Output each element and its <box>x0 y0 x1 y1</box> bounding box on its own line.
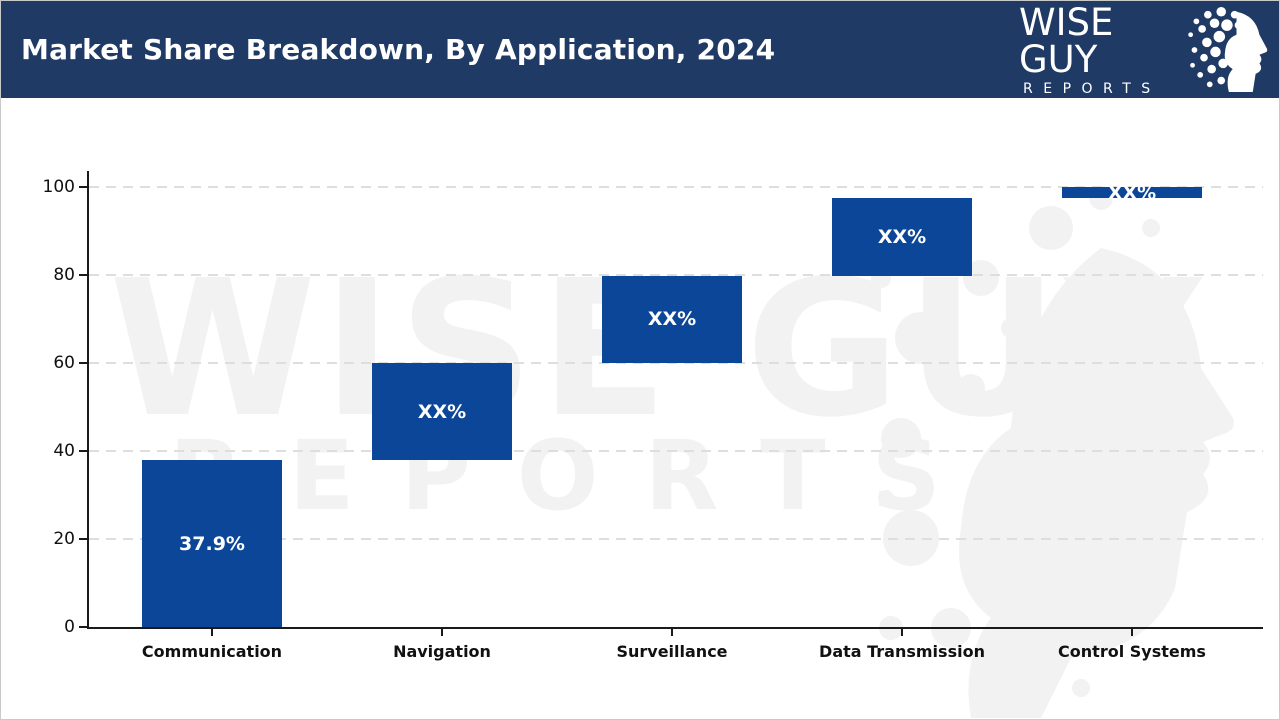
x-category-label: Surveillance <box>616 642 728 661</box>
gridline-40 <box>89 450 1263 452</box>
watermark: WISE GUY REPORTS <box>1 98 1279 719</box>
y-tick-label: 60 <box>53 353 75 373</box>
x-axis-line <box>87 627 1263 629</box>
bar-value-label: 37.9% <box>179 532 245 555</box>
bar-navigation: XX% <box>372 363 512 461</box>
y-tick-mark <box>79 186 87 188</box>
gridline-100 <box>89 186 1263 188</box>
y-tick-mark <box>79 362 87 364</box>
bar-control-systems: XX% <box>1062 182 1202 204</box>
x-tick-mark <box>901 629 903 636</box>
logo-face-icon <box>1188 7 1268 93</box>
x-category-label: Communication <box>141 642 283 661</box>
bar-surveillance: XX% <box>602 275 742 363</box>
logo-line2: REPORTS <box>1023 80 1161 97</box>
x-category-label: Navigation <box>393 642 491 661</box>
y-tick-label: 20 <box>53 529 75 549</box>
watermark-face-icon <box>864 186 1234 718</box>
x-category-label: Control Systems <box>1058 642 1206 661</box>
bar-value-label: XX% <box>1107 181 1157 204</box>
bar-value-label: XX% <box>647 308 697 331</box>
y-tick-label: 100 <box>42 177 75 197</box>
logo-line1: WISE GUY <box>1019 0 1114 81</box>
header-bar: Market Share Breakdown, By Application, … <box>1 1 1279 98</box>
bar-data-transmission: XX% <box>832 198 972 276</box>
x-tick-mark <box>441 629 443 636</box>
gridline-80 <box>89 274 1263 276</box>
y-tick-label: 0 <box>64 617 75 637</box>
chart-title: Market Share Breakdown, By Application, … <box>21 33 776 66</box>
y-axis-line <box>87 171 89 629</box>
y-tick-mark <box>79 626 87 628</box>
chart-area: WISE GUY REPORTS 0 20 40 60 80 100 37.9% Commun… <box>1 98 1279 719</box>
x-category-label: Data Transmission <box>819 642 985 661</box>
x-tick-mark <box>211 629 213 636</box>
gridline-20 <box>89 538 1263 540</box>
y-tick-mark <box>79 538 87 540</box>
bar-value-label: XX% <box>877 225 927 248</box>
gridline-60 <box>89 362 1263 364</box>
y-tick-mark <box>79 274 87 276</box>
logo-wordmark: WISE GUY REPORTS <box>1019 4 1197 97</box>
x-tick-mark <box>671 629 673 636</box>
y-tick-mark <box>79 450 87 452</box>
y-tick-label: 40 <box>53 441 75 461</box>
y-tick-label: 80 <box>53 265 75 285</box>
plot: 0 20 40 60 80 100 37.9% Communication XX% Navigat… <box>1 98 1279 719</box>
watermark-subtext: REPORTS <box>169 420 987 532</box>
x-tick-mark <box>1131 629 1133 636</box>
bar-value-label: XX% <box>417 400 467 423</box>
bar-communication: 37.9% <box>142 460 282 627</box>
wise-guy-reports-logo: WISE GUY REPORTS <box>1019 4 1269 97</box>
